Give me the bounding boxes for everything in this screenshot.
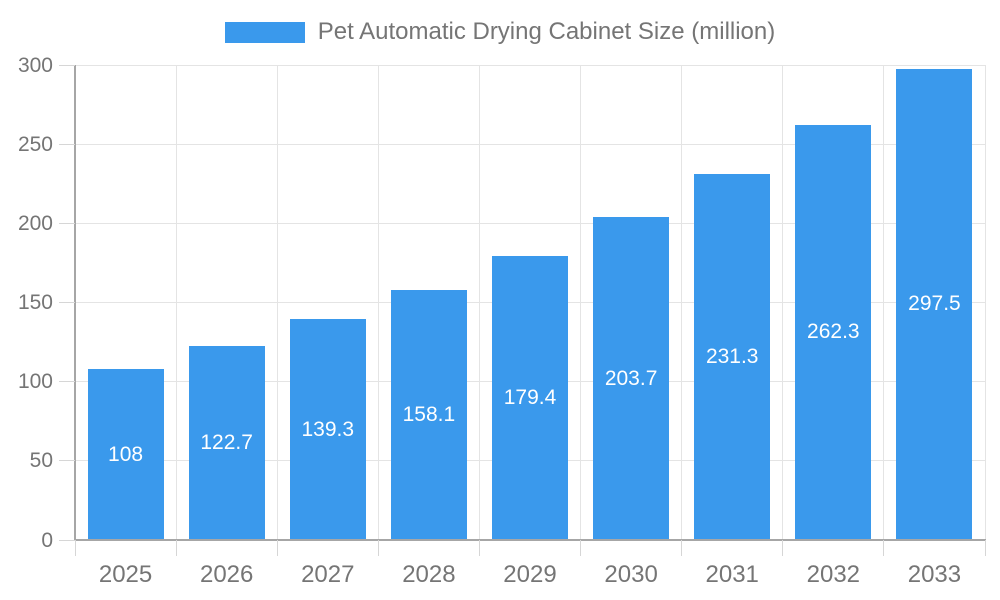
x-tick-mark [276,540,278,556]
x-tick-mark [782,540,784,556]
bar: 108 [87,369,164,540]
v-gridline [478,65,480,540]
y-tick-label: 50 [29,449,53,473]
x-tick-label: 2030 [604,561,658,588]
x-tick-label: 2031 [705,561,759,588]
bar-value-label: 179.4 [503,385,557,409]
chart-legend: Pet Automatic Drying Cabinet Size (milli… [0,17,1000,47]
bar: 179.4 [492,255,568,540]
x-tick-mark [175,540,177,556]
bar: 231.3 [694,173,771,540]
v-gridline [681,65,683,540]
x-tick-label: 2025 [98,561,153,588]
x-tick-mark [580,540,582,556]
x-tick-mark [984,540,986,556]
bar-value-label: 108 [108,442,144,466]
y-tick-mark [59,64,75,66]
y-tick-mark [59,381,75,383]
x-tick-label: 2027 [301,561,355,588]
bar: 203.7 [593,217,670,540]
h-gridline [75,222,985,224]
x-tick-label: 2029 [503,561,557,588]
legend-label: Pet Automatic Drying Cabinet Size (milli… [317,18,776,45]
y-tick-mark [59,222,75,224]
bar-value-label: 203.7 [604,366,658,390]
v-gridline [984,65,986,540]
y-tick-label: 100 [17,370,53,394]
v-gridline [883,65,885,540]
y-tick-label: 300 [17,53,53,77]
bar-value-label: 231.3 [705,344,759,368]
bar: 262.3 [795,124,872,540]
h-gridline [75,143,985,145]
plot-area: 108 122.7 139.3 158.1 179.4 203.7 231.3 262.3 29… [75,64,986,540]
y-tick-label: 0 [41,528,53,552]
x-tick-label: 2028 [402,561,456,588]
x-tick-mark [478,540,480,556]
bar-value-label: 158.1 [402,402,456,426]
v-gridline [175,65,177,540]
bar: 158.1 [390,289,467,540]
y-tick-mark [59,539,75,541]
x-tick-label: 2033 [907,561,962,588]
v-gridline [276,65,278,540]
legend-swatch [224,21,305,43]
bar: 122.7 [188,345,265,540]
y-tick-label: 250 [17,132,53,156]
bar-value-label: 297.5 [908,292,961,316]
y-tick-label: 150 [17,291,53,314]
y-tick-mark [59,460,75,462]
bar-value-label: 262.3 [807,320,860,344]
y-tick-label: 200 [17,211,53,235]
x-tick-mark [883,540,885,556]
x-tick-mark [74,540,76,556]
v-gridline [782,65,784,540]
v-gridline [377,65,379,540]
h-gridline [75,64,985,66]
bar-value-label: 122.7 [200,430,253,454]
bar-value-label: 139.3 [301,417,355,441]
x-axis-line [74,539,986,541]
y-tick-mark [59,302,75,303]
bar: 139.3 [289,319,366,540]
x-tick-mark [377,540,379,556]
y-tick-mark [59,143,75,145]
bar: 297.5 [896,68,973,540]
x-tick-mark [681,540,683,556]
v-gridline [580,65,582,540]
x-tick-label: 2032 [806,561,861,588]
x-tick-label: 2026 [199,561,254,588]
